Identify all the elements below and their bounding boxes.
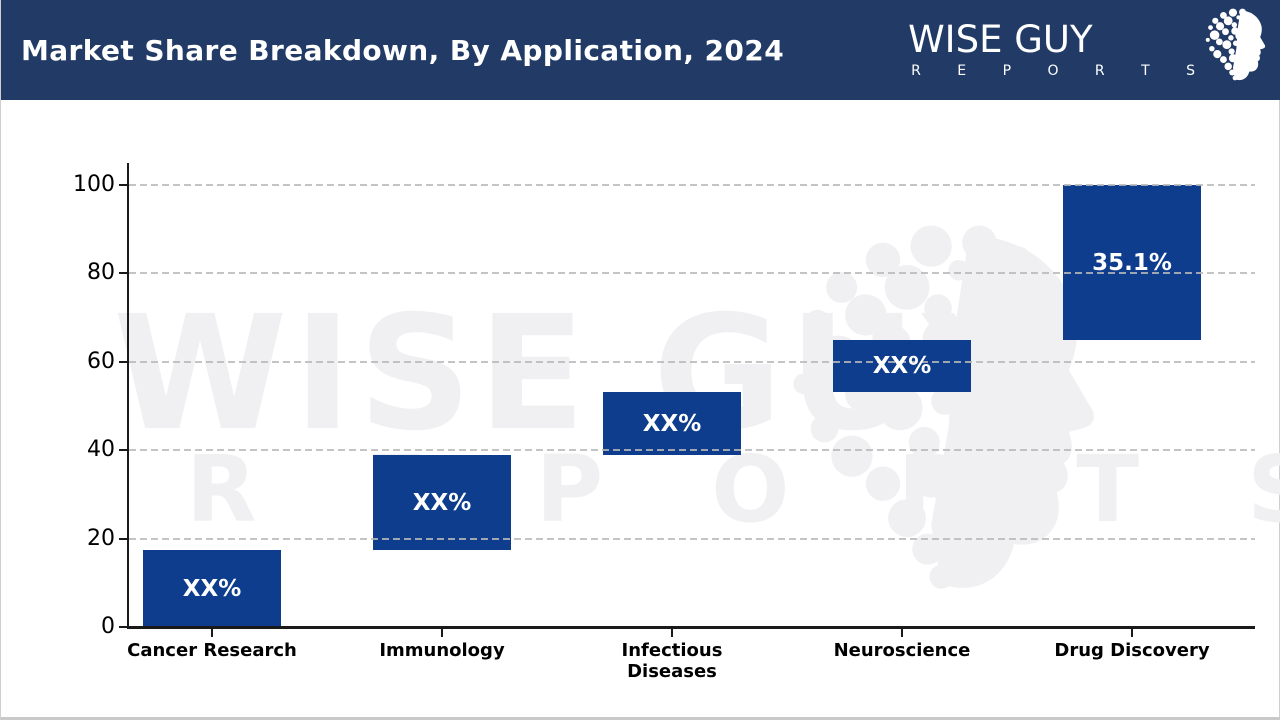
bar-value-label-immunology: XX% — [412, 489, 472, 516]
gridline-20 — [129, 537, 1255, 540]
y-tick-label-20: 20 — [87, 525, 115, 551]
gridline-60 — [129, 360, 1255, 363]
y-tick-0 — [119, 626, 127, 628]
x-tick-cancer-research — [211, 629, 213, 637]
x-category-label-immunology: Immunology — [379, 640, 505, 661]
x-axis-line — [127, 626, 1255, 629]
x-category-label-cancer-research: Cancer Research — [127, 640, 297, 661]
y-tick-label-40: 40 — [87, 437, 115, 463]
gridline-80 — [129, 272, 1255, 275]
y-tick-20 — [119, 537, 127, 540]
x-tick-infectious-diseases — [671, 629, 673, 637]
y-tick-100 — [119, 184, 127, 186]
logo-reports-text: R E P O R T S — [911, 62, 1211, 79]
y-tick-80 — [119, 272, 127, 275]
page-title: Market Share Breakdown, By Application, … — [21, 33, 785, 67]
bar-value-label-neuroscience: XX% — [872, 353, 932, 380]
y-axis-line — [127, 163, 129, 628]
y-tick-60 — [119, 360, 127, 363]
header-bar: Market Share Breakdown, By Application, … — [1, 0, 1280, 100]
wise-guy-reports-logo: WISE GUY R E P O R T S — [908, 7, 1269, 87]
x-category-label-infectious-diseases: Infectious Diseases — [621, 640, 723, 683]
x-category-label-neuroscience: Neuroscience — [833, 640, 971, 661]
y-tick-label-100: 100 — [73, 172, 115, 197]
x-tick-immunology — [441, 629, 443, 637]
y-tick-40 — [119, 449, 127, 452]
gridline-40 — [129, 449, 1255, 452]
bar-value-label-infectious-diseases: XX% — [642, 410, 702, 437]
bar-cancer-research — [143, 550, 281, 627]
x-tick-drug-discovery — [1131, 629, 1133, 637]
bar-neuroscience — [833, 340, 971, 393]
y-tick-label-0: 0 — [101, 614, 115, 639]
bar-value-label-cancer-research: XX% — [182, 575, 242, 602]
bottom-border — [1, 717, 1280, 720]
logo-wiseguy-text: WISE GUY — [908, 18, 1093, 61]
x-category-label-drug-discovery: Drug Discovery — [1054, 640, 1210, 661]
y-tick-label-80: 80 — [87, 260, 115, 286]
bar-infectious-diseases — [603, 392, 741, 456]
bar-value-label-drug-discovery: 35.1% — [1092, 249, 1172, 276]
logo-head-icon — [1205, 8, 1266, 81]
x-tick-neuroscience — [901, 629, 903, 637]
bar-drug-discovery — [1063, 185, 1201, 341]
logo-text: WISE GUY R E P O R T S — [908, 18, 1211, 79]
gridline-100 — [129, 184, 1255, 186]
y-tick-label-60: 60 — [87, 348, 115, 374]
bar-immunology — [373, 455, 511, 551]
